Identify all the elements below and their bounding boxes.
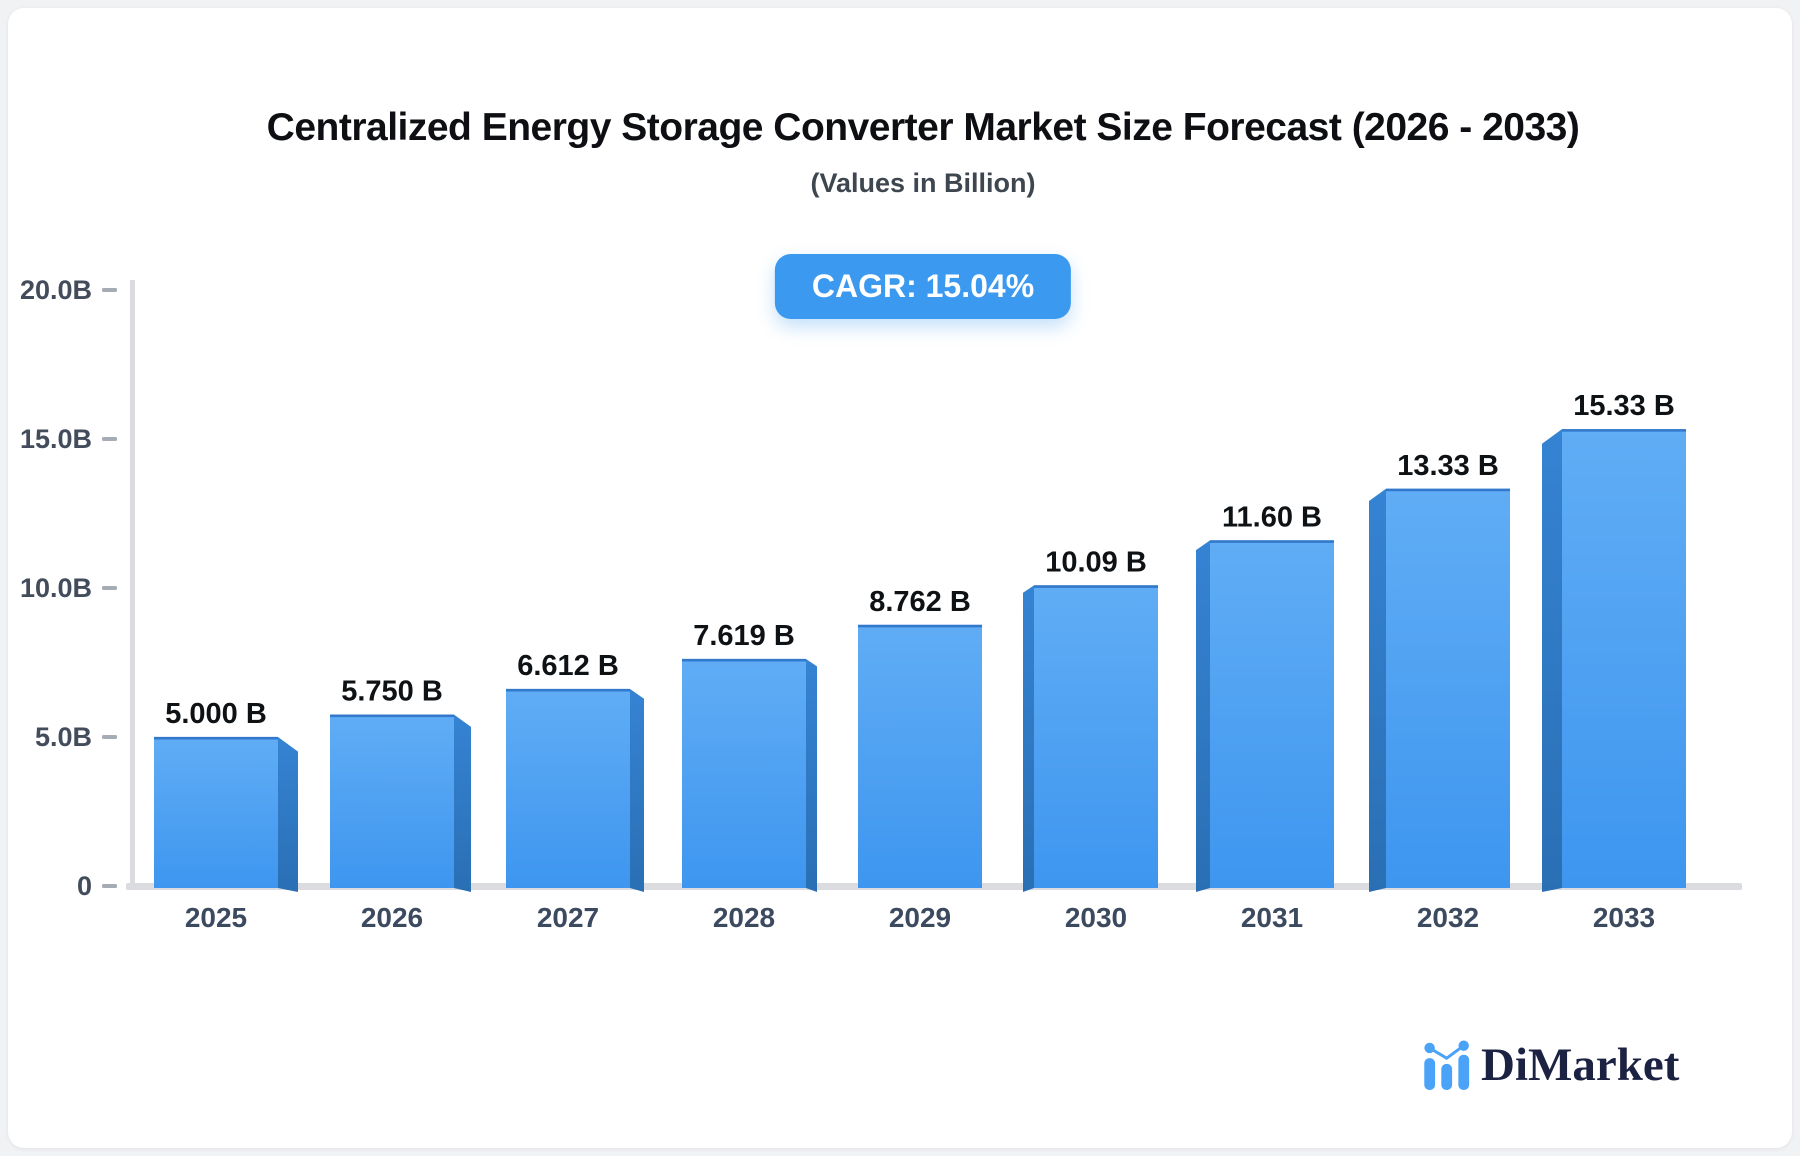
bar-2030 bbox=[1034, 585, 1158, 888]
y-tick-label: 0 bbox=[77, 871, 92, 901]
bar-side-2028 bbox=[806, 658, 817, 892]
y-tick-label: 20.0B bbox=[20, 275, 92, 305]
cagr-badge: CAGR: 15.04% bbox=[774, 254, 1072, 319]
y-tick-mark bbox=[102, 735, 117, 739]
y-tick-mark bbox=[102, 586, 117, 590]
x-tick-label: 2027 bbox=[537, 902, 599, 933]
bar-value-label: 8.762 B bbox=[869, 586, 971, 618]
bar-side-2030 bbox=[1023, 585, 1034, 892]
bar-value-label: 11.60 B bbox=[1222, 501, 1322, 533]
bar-2032 bbox=[1386, 488, 1510, 888]
brand-name: DiMarket bbox=[1481, 1038, 1680, 1091]
bar-2028 bbox=[682, 658, 806, 888]
bar-value-label: 6.612 B bbox=[517, 650, 619, 682]
y-axis-line bbox=[130, 280, 135, 890]
x-tick-label: 2029 bbox=[889, 902, 951, 933]
x-tick-label: 2028 bbox=[713, 902, 775, 933]
chart-title: Centralized Energy Storage Converter Mar… bbox=[266, 106, 1580, 149]
bar-side-2033 bbox=[1542, 429, 1562, 892]
bar-2026 bbox=[330, 714, 454, 888]
bar-side-2025 bbox=[278, 737, 298, 892]
bar-value-label: 5.000 B bbox=[165, 698, 267, 730]
x-tick-label: 2033 bbox=[1593, 902, 1655, 933]
y-tick-mark bbox=[102, 884, 117, 888]
y-tick-mark bbox=[102, 288, 117, 292]
bar-side-2032 bbox=[1369, 488, 1386, 892]
bar-2025 bbox=[154, 737, 278, 888]
x-tick-label: 2030 bbox=[1065, 902, 1127, 933]
bar-2027 bbox=[506, 688, 630, 888]
bar-value-label: 5.750 B bbox=[341, 676, 443, 708]
x-tick-label: 2031 bbox=[1241, 902, 1303, 933]
chart-subtitle: (Values in Billion) bbox=[810, 168, 1036, 198]
x-tick-label: 2026 bbox=[361, 902, 423, 933]
x-tick-label: 2032 bbox=[1417, 902, 1479, 933]
y-tick-label: 10.0B bbox=[20, 573, 92, 603]
bar-value-label: 7.619 B bbox=[693, 620, 795, 652]
bar-2029 bbox=[858, 624, 982, 888]
y-tick-mark bbox=[102, 437, 117, 441]
bar-side-2027 bbox=[630, 688, 644, 892]
dimarket-bar-chart-icon bbox=[1424, 1040, 1470, 1090]
bar-side-2031 bbox=[1196, 540, 1210, 892]
bar-value-label: 13.33 B bbox=[1397, 450, 1499, 482]
brand-logo: DiMarket bbox=[1424, 1040, 1679, 1090]
x-tick-label: 2025 bbox=[185, 902, 247, 933]
y-tick-label: 15.0B bbox=[20, 424, 92, 454]
bar-side-2026 bbox=[454, 714, 471, 892]
y-tick-label: 5.0B bbox=[35, 722, 92, 752]
bar-value-label: 10.09 B bbox=[1045, 546, 1147, 578]
bar-2031 bbox=[1210, 540, 1334, 888]
bar-value-label: 15.33 B bbox=[1573, 390, 1675, 422]
bar-2033 bbox=[1562, 429, 1686, 888]
